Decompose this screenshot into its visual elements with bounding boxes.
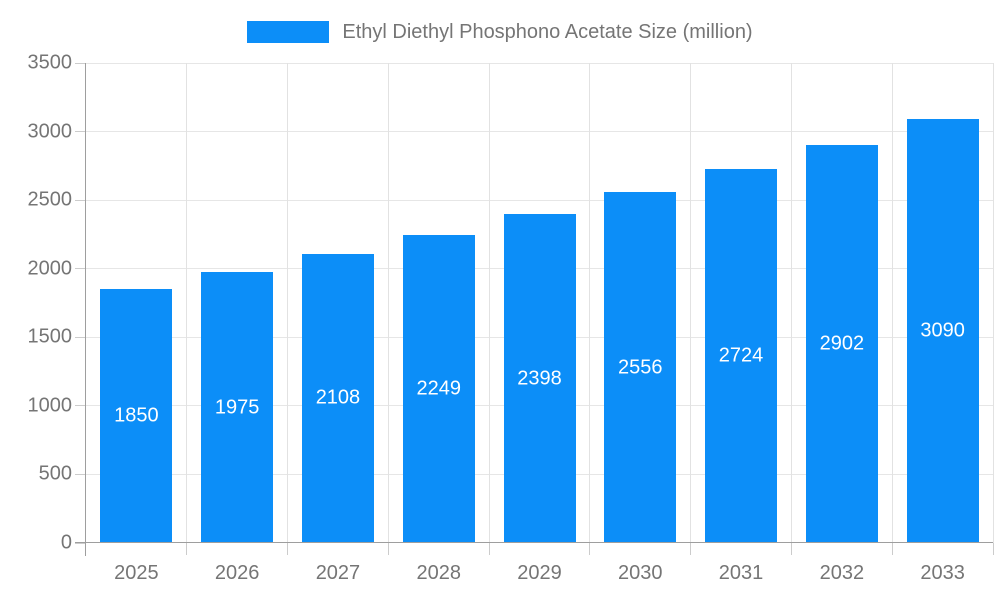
gridline-horizontal: [86, 62, 993, 64]
y-axis-tick-label: 2500: [27, 188, 73, 211]
y-axis-tick-label: 500: [38, 462, 72, 485]
plot-area: 1850 1975 2108 2249 2398 2556 2724 2902 3090: [86, 62, 994, 543]
chart-legend: Ethyl Diethyl Phosphono Acetate Size (mi…: [0, 18, 1000, 46]
gridline-vertical: [387, 63, 389, 543]
bar-value-label: 2108: [315, 386, 361, 409]
x-axis-tick-label: 2026: [214, 562, 260, 584]
bar-value-label: 2556: [618, 356, 663, 379]
x-axis-tick-label: 2029: [517, 562, 562, 584]
y-axis-tick: [75, 268, 85, 270]
bar: [503, 214, 576, 543]
bar: [100, 289, 173, 543]
bar-value-label: 1975: [214, 396, 260, 419]
bar-value-label: 1850: [114, 404, 159, 427]
y-axis-tick: [75, 62, 85, 64]
y-axis-tick-label: 1000: [27, 394, 73, 417]
x-axis-tick: [790, 543, 792, 555]
x-axis-tick: [287, 543, 289, 555]
x-axis: [75, 542, 993, 543]
bar: [604, 192, 677, 543]
y-axis-tick-label: 0: [60, 531, 72, 554]
legend-swatch-icon: [247, 21, 330, 43]
bar: [301, 253, 374, 543]
gridline-vertical: [488, 63, 490, 543]
gridline-vertical: [287, 63, 289, 543]
y-axis-tick: [75, 199, 85, 201]
x-axis-tick-label: 2028: [416, 562, 461, 584]
gridline-vertical: [891, 63, 893, 543]
x-axis-tick: [186, 543, 188, 555]
gridline-vertical: [690, 63, 692, 543]
bar-value-label: 2902: [819, 332, 865, 355]
y-axis-tick: [75, 542, 85, 544]
y-axis-tick-label: 3000: [27, 120, 73, 143]
bar: [402, 234, 475, 543]
y-axis-tick: [75, 405, 85, 407]
bar-value-label: 2398: [517, 367, 562, 390]
x-axis-tick-label: 2033: [920, 562, 965, 584]
y-axis-tick-label: 3500: [27, 51, 73, 74]
legend-label: Ethyl Diethyl Phosphono Acetate Size (mi…: [342, 20, 753, 43]
x-axis-tick: [387, 543, 389, 555]
y-axis-tick-label: 1500: [27, 325, 73, 348]
y-axis-tick: [75, 336, 85, 338]
x-axis-tick: [690, 543, 692, 555]
bar-value-label: 3090: [920, 319, 965, 342]
gridline-vertical: [186, 63, 188, 543]
x-axis-tick-label: 2032: [819, 562, 865, 584]
bar-value-label: 2724: [718, 344, 764, 367]
bar-value-label: 2249: [416, 377, 461, 400]
x-axis-tick-label: 2027: [315, 562, 361, 584]
y-axis-tick: [75, 473, 85, 475]
gridline-horizontal: [86, 199, 993, 201]
y-axis-tick: [75, 131, 85, 133]
y-axis-tick-label: 2000: [27, 257, 73, 280]
gridline-horizontal: [86, 131, 993, 133]
x-axis-tick-label: 2031: [718, 562, 764, 584]
x-axis-tick-label: 2030: [618, 562, 663, 584]
bar: [906, 119, 979, 543]
bar: [201, 272, 274, 543]
bar: [705, 169, 778, 543]
gridline-vertical: [790, 63, 792, 543]
gridline-vertical: [992, 63, 994, 543]
gridline-vertical: [589, 63, 591, 543]
y-axis: [85, 63, 86, 556]
x-axis-tick: [589, 543, 591, 555]
x-axis-tick-label: 2025: [114, 562, 159, 584]
x-axis-tick: [488, 543, 490, 555]
x-axis-tick: [992, 543, 994, 555]
bar: [805, 145, 878, 543]
x-axis-tick: [891, 543, 893, 555]
